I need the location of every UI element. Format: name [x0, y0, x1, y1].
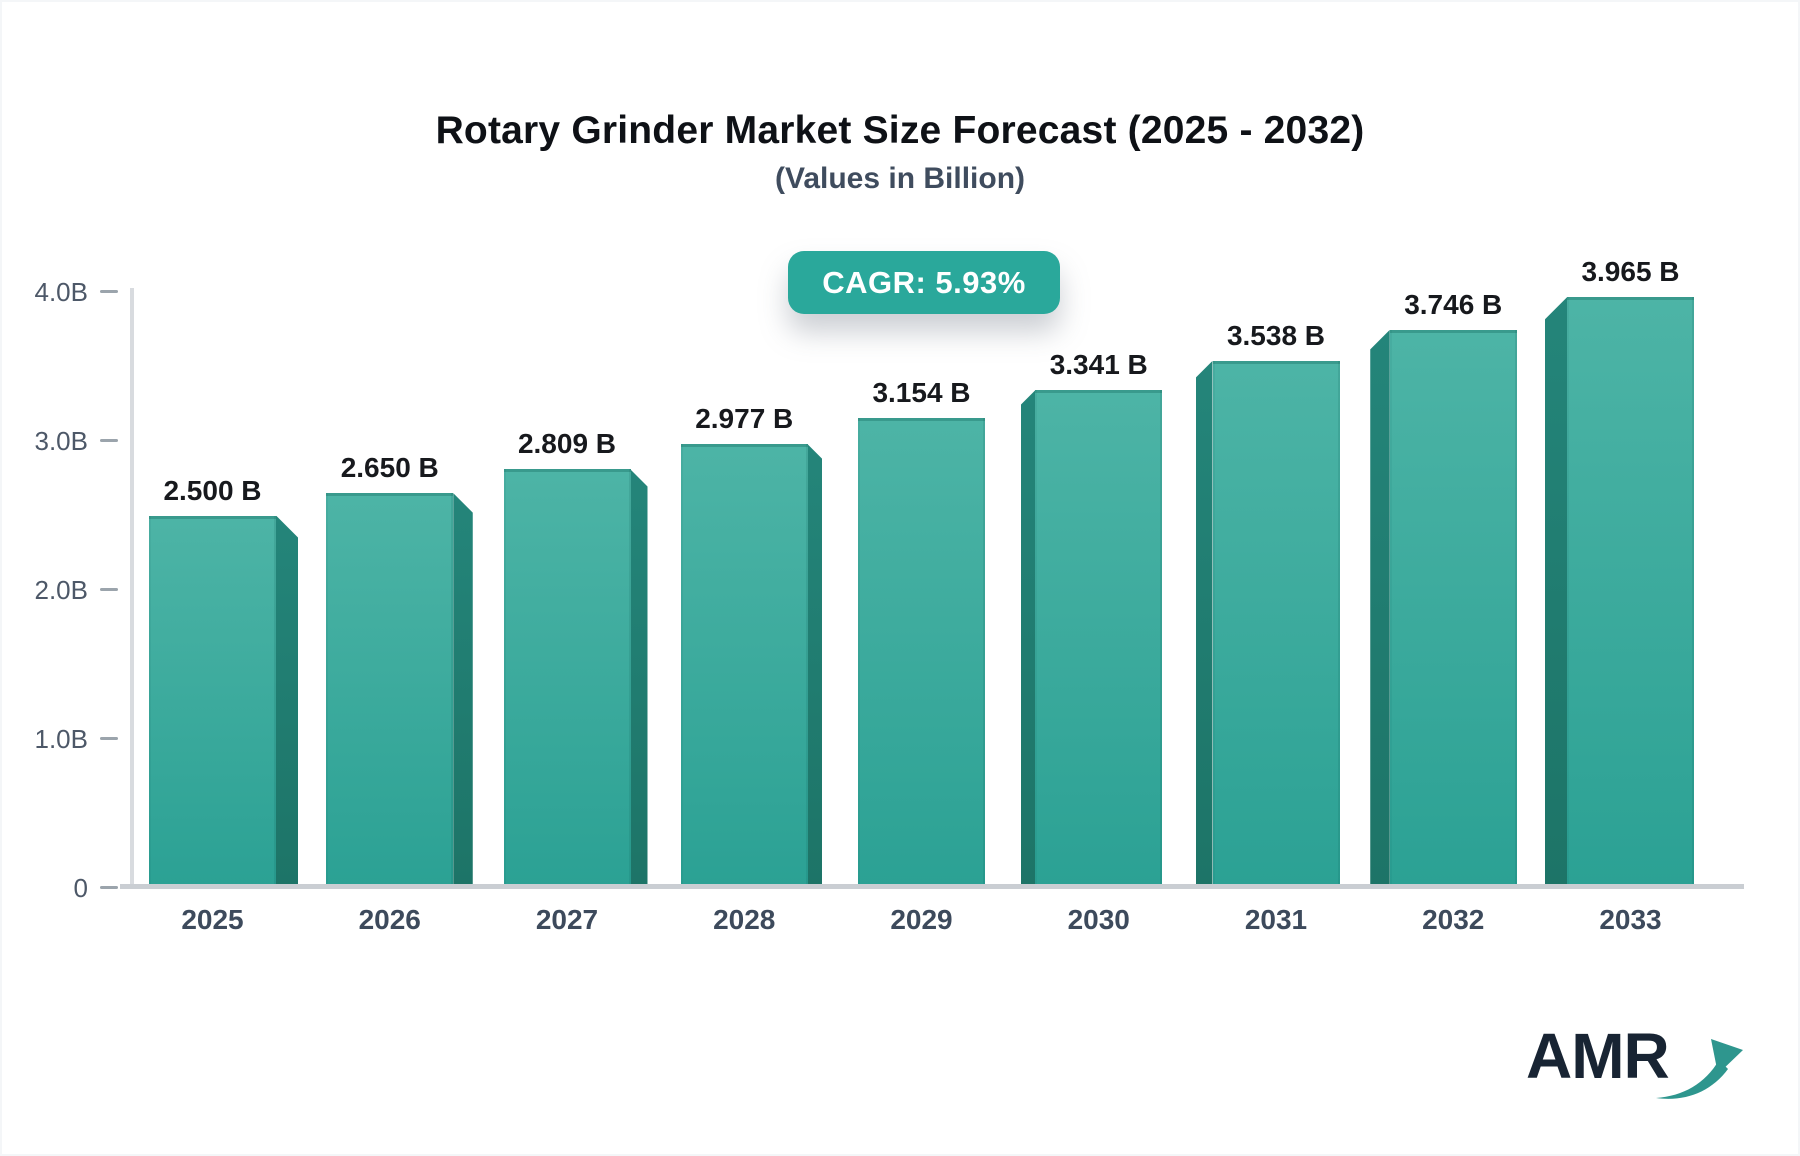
x-axis-line [120, 884, 1744, 889]
y-tick-label-2.0B: 2.0B [34, 575, 89, 605]
bar-face-2032 [1389, 329, 1517, 888]
bar-face-2025 [149, 515, 276, 888]
x-axis-label-2026: 2026 [358, 904, 421, 935]
cagr-badge: CAGR: 5.93% [788, 251, 1060, 314]
y-tick-mark-2.0B [100, 588, 118, 591]
x-axis-label-2032: 2032 [1422, 904, 1485, 935]
x-axis-label-2030: 2030 [1067, 904, 1130, 935]
y-tick-mark-3.0B [100, 439, 118, 442]
bar-value-label-2026: 2.650 B [340, 452, 439, 484]
chart-title: Rotary Grinder Market Size Forecast (202… [435, 109, 1365, 152]
y-tick-label-0: 0 [73, 873, 88, 903]
x-axis-label-2029: 2029 [890, 904, 953, 935]
bar-side-2030 [1020, 390, 1036, 888]
bar-value-label-2032: 3.746 B [1404, 288, 1503, 320]
bar-side-2027 [630, 469, 648, 888]
bar-value-label-2025: 2.500 B [163, 474, 262, 506]
y-axis-line [130, 288, 134, 889]
cagr-badge-label: CAGR: 5.93% [822, 264, 1026, 300]
bar-face-2030 [1035, 390, 1163, 888]
x-axis-label-2025: 2025 [181, 904, 244, 935]
amr-logo-text: AMR [1526, 1020, 1670, 1092]
growth-arrow-icon [1655, 1039, 1743, 1099]
y-tick-mark-1.0B [100, 737, 118, 740]
bar-value-label-2029: 3.154 B [872, 377, 971, 409]
bar-face-2028 [680, 444, 808, 888]
chart-subtitle: (Values in Billion) [774, 162, 1026, 195]
bar-value-label-2031: 3.538 B [1226, 319, 1326, 351]
y-tick-label-1.0B: 1.0B [34, 724, 89, 754]
bar-face-2031 [1212, 360, 1340, 888]
y-tick-label-3.0B: 3.0B [34, 426, 89, 456]
bar-side-2031 [1195, 360, 1213, 888]
amr-logo: AMR [1526, 1024, 1745, 1102]
bar-value-label-2027: 2.809 B [517, 428, 617, 460]
bar-side-2032 [1370, 329, 1390, 888]
y-tick-mark-4.0B [100, 290, 118, 293]
bar-face-2029 [858, 418, 985, 888]
bar-side-2033 [1545, 297, 1567, 888]
bar-face-2027 [503, 469, 631, 888]
bar-side-2026 [453, 493, 473, 888]
x-axis-label-2033: 2033 [1599, 904, 1662, 935]
bar-side-2025 [276, 515, 298, 888]
bar-value-label-2028: 2.977 B [695, 403, 794, 435]
x-axis-label-2031: 2031 [1244, 904, 1308, 935]
y-tick-label-4.0B: 4.0B [34, 277, 89, 307]
bar-value-label-2030: 3.341 B [1049, 349, 1148, 381]
x-axis-label-2027: 2027 [535, 904, 599, 935]
bar-value-label-2033: 3.965 B [1581, 256, 1680, 288]
bar-face-2033 [1567, 297, 1694, 888]
y-tick-mark-0 [100, 886, 118, 889]
bar-side-2028 [807, 444, 823, 888]
x-axis-label-2028: 2028 [713, 904, 776, 935]
bar-face-2026 [326, 493, 454, 888]
